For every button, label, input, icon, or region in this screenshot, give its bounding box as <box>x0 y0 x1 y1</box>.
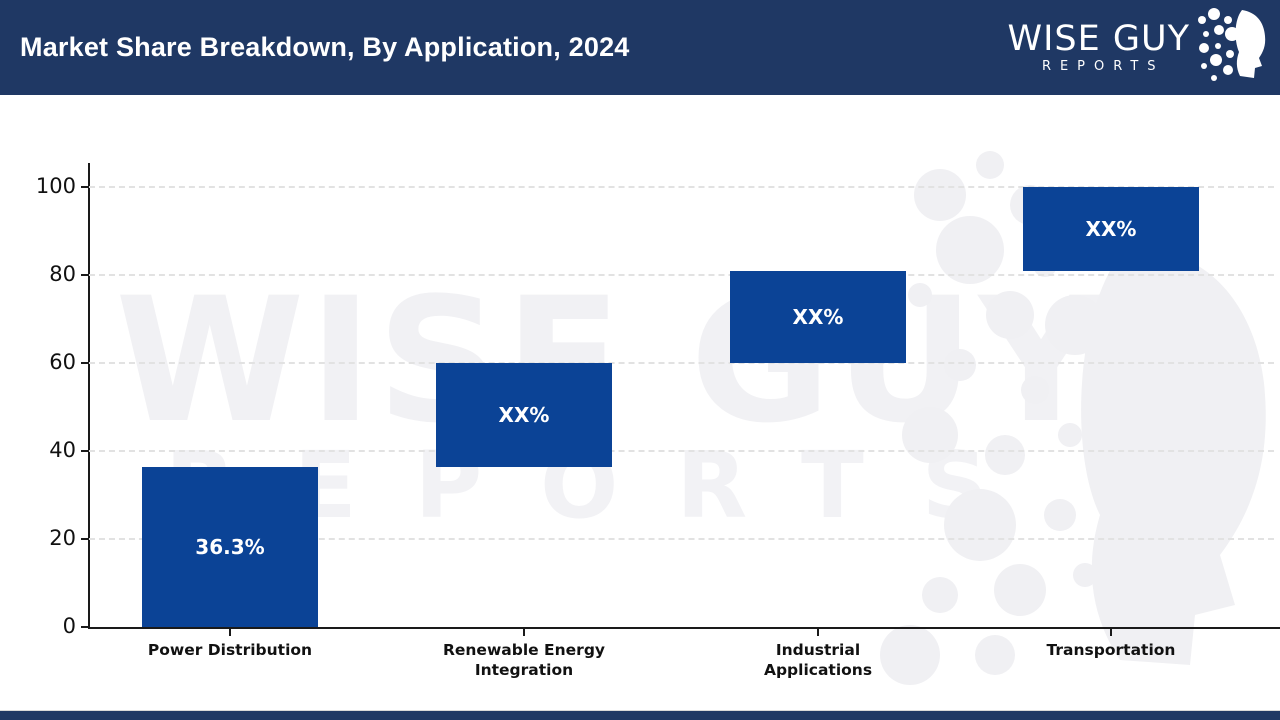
header-bar: Market Share Breakdown, By Application, … <box>0 0 1280 95</box>
x-category-label-3: Transportation <box>1046 641 1176 659</box>
bar-value-label-3: XX% <box>1085 216 1137 241</box>
bar-value-label-2: XX% <box>792 304 844 329</box>
bar-value-label-1: XX% <box>498 403 550 428</box>
logo-dotted-head-icon <box>1198 8 1266 81</box>
bar-2 <box>730 270 906 363</box>
y-tick-label-40: 40 <box>49 438 76 462</box>
gridline-60 <box>89 362 1274 364</box>
y-tick-mark-20 <box>81 538 88 540</box>
logo-wiseguy-text: WISE GUY <box>1007 18 1190 59</box>
page-title: Market Share Breakdown, By Application, … <box>20 32 630 62</box>
x-axis-line <box>88 627 1280 629</box>
y-axis-line <box>88 163 90 628</box>
x-category-label-0: Power Distribution <box>147 641 313 659</box>
footer-bar <box>0 710 1280 720</box>
gridline-40 <box>89 450 1274 452</box>
x-tick-mark-0 <box>229 629 231 636</box>
logo-reports-text: REPORTS <box>1041 59 1165 75</box>
wise-guy-reports-logo: WISE GUY REPORTS <box>1007 6 1270 88</box>
y-tick-mark-0 <box>81 626 88 628</box>
x-category-label-2: Industrial Applications <box>763 641 873 680</box>
gridline-80 <box>89 274 1274 276</box>
x-tick-mark-2 <box>817 629 819 636</box>
y-tick-label-80: 80 <box>49 262 76 286</box>
x-tick-mark-3 <box>1110 629 1112 636</box>
bar-value-label-0: 36.3% <box>195 535 265 560</box>
gridline-20 <box>89 538 1274 540</box>
x-category-label-1: Renewable Energy Integration <box>442 641 606 680</box>
gridline-100 <box>89 186 1274 188</box>
y-tick-mark-60 <box>81 362 88 364</box>
bar-1 <box>436 363 612 468</box>
y-tick-mark-40 <box>81 450 88 452</box>
y-tick-mark-100 <box>81 186 88 188</box>
x-tick-mark-1 <box>523 629 525 636</box>
bar-3 <box>1023 187 1199 271</box>
y-tick-label-0: 0 <box>62 614 76 638</box>
bar-0 <box>142 467 318 627</box>
y-tick-label-60: 60 <box>49 350 76 374</box>
y-tick-mark-80 <box>81 274 88 276</box>
y-tick-label-20: 20 <box>49 526 76 550</box>
y-tick-label-100: 100 <box>35 174 76 198</box>
